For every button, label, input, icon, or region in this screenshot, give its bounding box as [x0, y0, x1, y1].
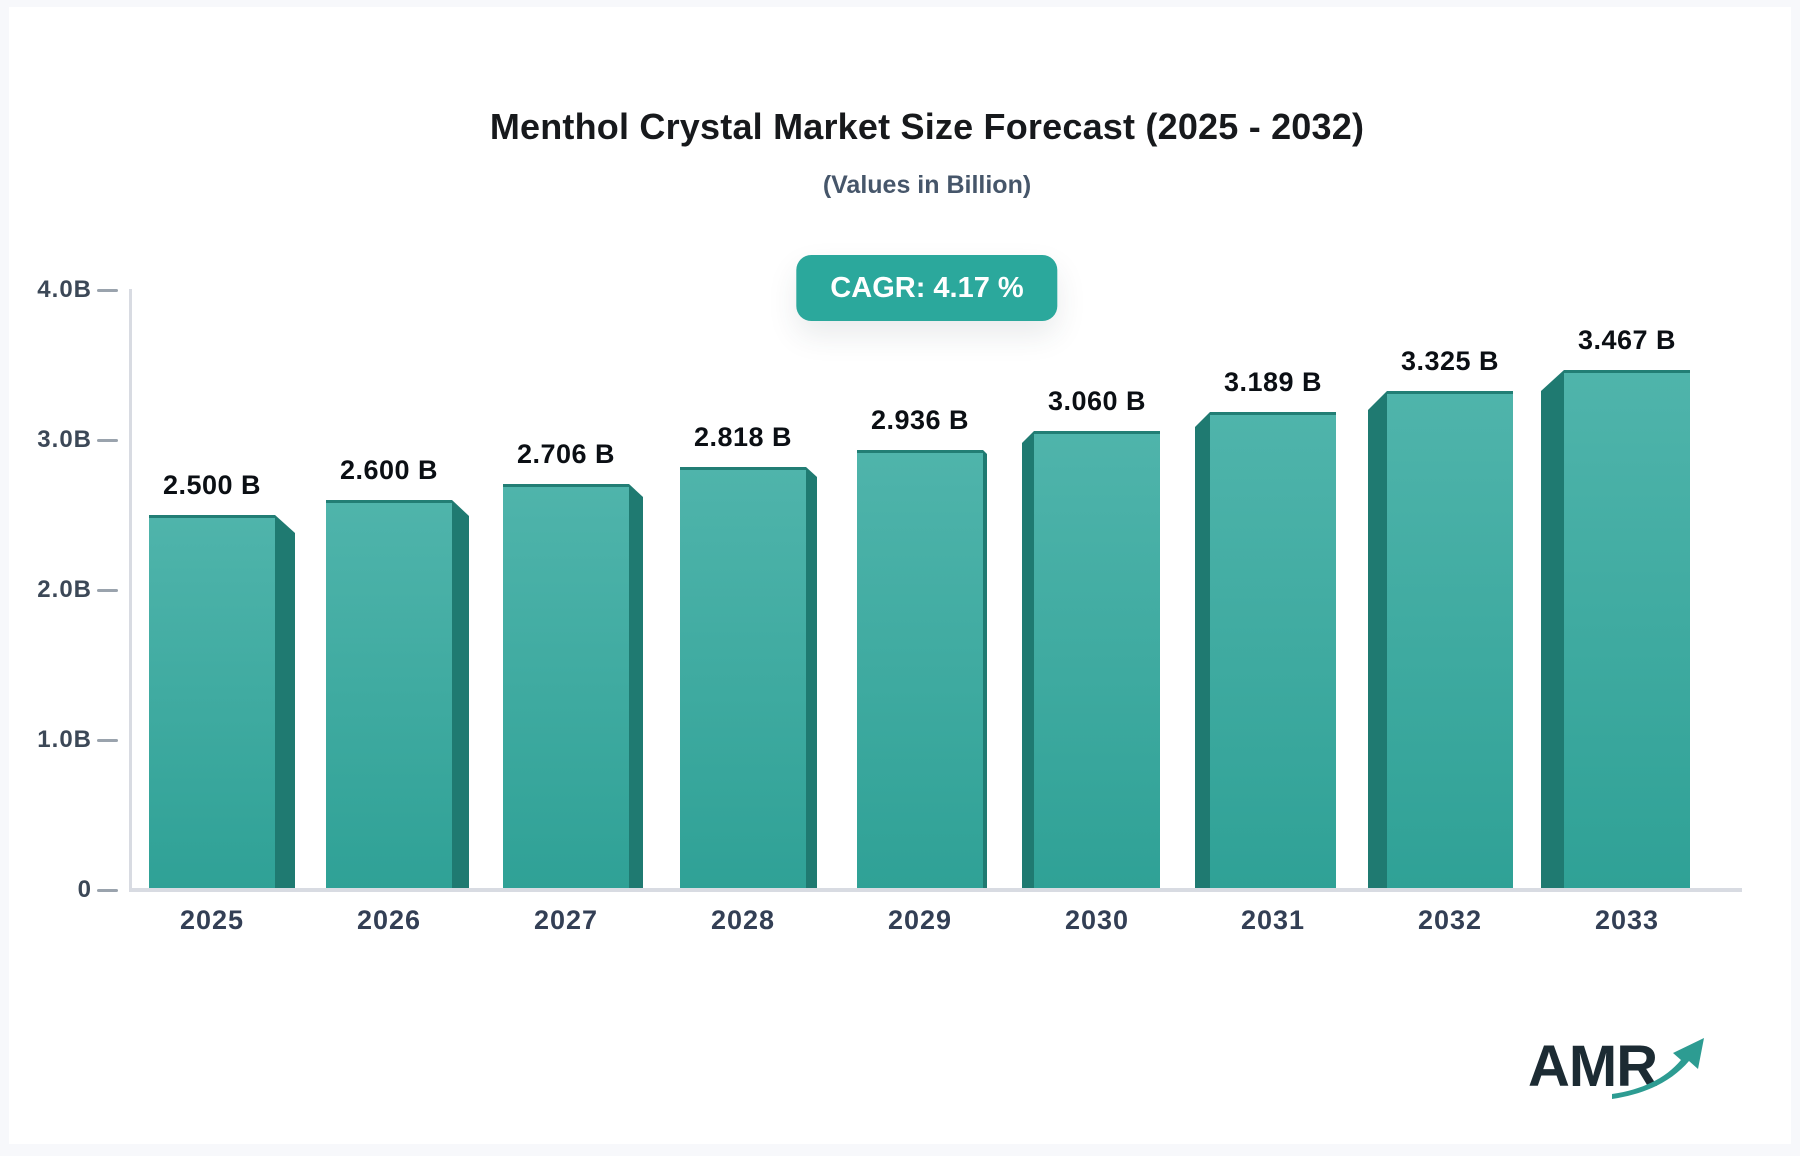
y-axis-tick-label: 4.0B — [37, 276, 92, 303]
y-axis-tick — [97, 289, 118, 292]
y-axis-tick-label: 2.0B — [37, 576, 92, 603]
bar-value-label-2032: 3.325 B — [1400, 346, 1500, 376]
x-axis-label-2026: 2026 — [356, 905, 422, 935]
bar-2027 — [503, 484, 629, 890]
x-axis-label-2033: 2033 — [1594, 905, 1660, 935]
bar-2031 — [1210, 412, 1336, 890]
bar-value-label-2033: 3.467 B — [1577, 325, 1677, 355]
bar-value-label-2026: 2.600 B — [339, 455, 439, 485]
y-axis-tick-label: 1.0B — [37, 726, 92, 753]
y-axis-tick-label: 3.0B — [37, 426, 92, 453]
y-axis-tick — [97, 739, 118, 742]
chart-title: Menthol Crystal Market Size Forecast (20… — [489, 106, 1365, 147]
bar-3d-side-2032 — [1368, 391, 1387, 890]
amr-logo-text: AMR — [1528, 1034, 1658, 1099]
x-axis-line — [129, 888, 1742, 892]
bar-3d-side-2027 — [629, 484, 643, 890]
y-axis-tick — [97, 889, 118, 892]
bar-2030 — [1034, 431, 1160, 890]
bar-3d-side-2026 — [452, 500, 469, 890]
x-axis-label-2029: 2029 — [887, 905, 953, 935]
trending-up-arrow-icon — [1612, 1038, 1704, 1099]
x-axis-label-2025: 2025 — [179, 905, 245, 935]
bar-value-label-2030: 3.060 B — [1047, 386, 1147, 416]
x-axis-label-2028: 2028 — [710, 905, 776, 935]
bar-2029 — [857, 450, 983, 890]
y-axis-line — [129, 289, 132, 890]
bar-value-label-2025: 2.500 B — [162, 470, 262, 500]
bar-value-label-2028: 2.818 B — [693, 422, 793, 452]
bar-2033 — [1564, 370, 1690, 890]
bar-2028 — [680, 467, 806, 890]
bar-3d-side-2028 — [806, 467, 817, 890]
y-axis-tick — [97, 439, 118, 442]
bar-value-label-2031: 3.189 B — [1223, 367, 1323, 397]
chart-subtitle: (Values in Billion) — [822, 171, 1032, 199]
cagr-badge: CAGR: 4.17 % — [796, 255, 1058, 321]
bar-2026 — [326, 500, 452, 890]
bar-value-label-2027: 2.706 B — [516, 439, 616, 469]
bar-2025 — [149, 515, 275, 890]
x-axis-label-2030: 2030 — [1064, 905, 1130, 935]
bar-3d-side-2031 — [1195, 412, 1210, 890]
bar-3d-side-2025 — [275, 515, 295, 890]
x-axis-label-2031: 2031 — [1240, 905, 1306, 935]
x-axis-label-2027: 2027 — [533, 905, 599, 935]
y-axis-tick-label: 0 — [77, 876, 92, 903]
y-axis-tick — [97, 589, 118, 592]
bar-2032 — [1387, 391, 1513, 890]
bar-3d-side-2030 — [1022, 431, 1034, 890]
bar-3d-side-2033 — [1541, 370, 1564, 890]
x-axis-label-2032: 2032 — [1417, 905, 1483, 935]
bar-3d-side-2029 — [983, 450, 987, 890]
bar-value-label-2029: 2.936 B — [870, 405, 970, 435]
